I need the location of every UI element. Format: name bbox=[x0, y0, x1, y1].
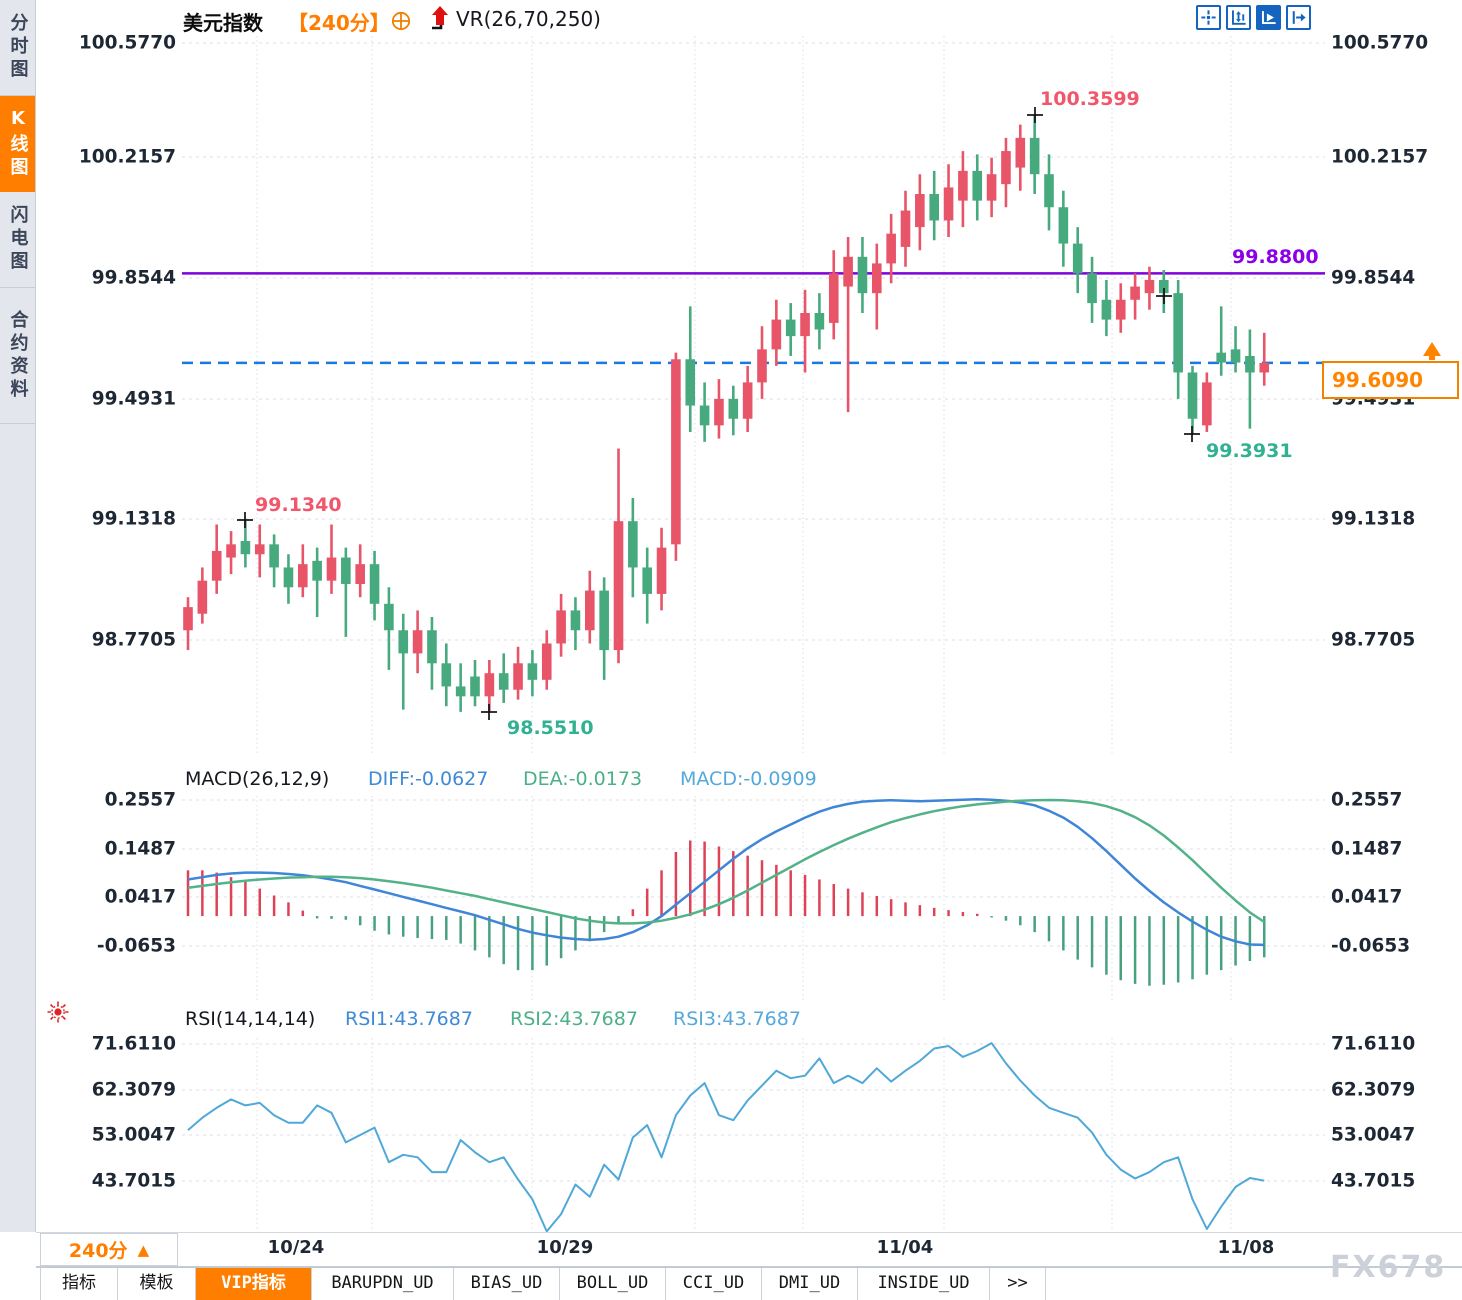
axis-label-left: 71.6110 bbox=[91, 1033, 176, 1055]
tab-INSIDE_UD[interactable]: INSIDE_UD bbox=[858, 1268, 990, 1300]
peak-price-label: 100.3599 bbox=[1040, 88, 1140, 110]
tab-模板[interactable]: 模板 bbox=[118, 1268, 196, 1300]
axis-label-right: 0.1487 bbox=[1331, 838, 1403, 860]
current-price-value: 99.6090 bbox=[1332, 368, 1424, 392]
swing-low-label: 98.5510 bbox=[507, 717, 594, 739]
auto-scroll-icon[interactable] bbox=[1256, 5, 1281, 30]
target-add-icon[interactable] bbox=[390, 10, 412, 32]
axis-label-left: 0.2557 bbox=[104, 789, 176, 811]
axis-label-right: -0.0653 bbox=[1331, 935, 1411, 957]
period-selector[interactable]: 240分 ▲ bbox=[40, 1233, 178, 1266]
axis-label-left: 100.5770 bbox=[78, 32, 176, 54]
tab-VIP指标[interactable]: VIP指标 bbox=[196, 1268, 312, 1300]
axis-label-right: 98.7705 bbox=[1331, 629, 1416, 651]
tab-BOLL_UD[interactable]: BOLL_UD bbox=[560, 1268, 666, 1300]
recent-low-label: 99.3931 bbox=[1206, 440, 1293, 462]
alert-sun-icon[interactable] bbox=[46, 1000, 70, 1024]
rsi1-value: RSI1:43.7687 bbox=[345, 1008, 473, 1030]
chevron-up-icon: ▲ bbox=[137, 1240, 150, 1259]
macd-diff-value: DIFF:-0.0627 bbox=[368, 768, 489, 790]
axis-label-left: 53.0047 bbox=[91, 1124, 176, 1146]
date-label: 10/29 bbox=[536, 1237, 594, 1258]
axis-label-right: 100.2157 bbox=[1331, 146, 1429, 168]
date-label: 10/24 bbox=[267, 1237, 325, 1258]
axis-label-left: 99.4931 bbox=[91, 388, 176, 410]
axis-label-left: 99.1318 bbox=[91, 508, 176, 530]
indicator-tabbar: 指标 模板 VIP指标 BARUPDN_UD BIAS_UD BOLL_UD CCI_UD D… bbox=[36, 1267, 1462, 1300]
chart-toolbar bbox=[1196, 5, 1311, 30]
axis-label-right: 43.7015 bbox=[1331, 1170, 1416, 1192]
tab-指标[interactable]: 指标 bbox=[40, 1268, 118, 1300]
x-axis-row bbox=[36, 1232, 1462, 1267]
axis-label-right: 62.3079 bbox=[1331, 1079, 1416, 1101]
axis-label-right: 0.2557 bbox=[1331, 789, 1403, 811]
current-price-badge: 99.6090 bbox=[1322, 361, 1459, 399]
axis-label-right: 99.1318 bbox=[1331, 508, 1416, 530]
symbol-title: 美元指数 bbox=[183, 11, 263, 35]
axis-label-left: -0.0653 bbox=[96, 935, 176, 957]
left-sidebar: 分时图 K线图 闪电图 合约资料 bbox=[0, 0, 36, 1232]
rsi-params-label: RSI(14,14,14) bbox=[185, 1008, 316, 1030]
watermark: FX678 bbox=[1330, 1250, 1447, 1285]
axis-label-left: 99.8544 bbox=[91, 267, 176, 289]
sidebar-item-tab-flash-chart[interactable]: 闪电图 bbox=[0, 192, 35, 288]
axis-label-right: 0.0417 bbox=[1331, 886, 1403, 908]
indicator-title: VR(26,70,250) bbox=[456, 7, 601, 31]
axis-label-right: 100.5770 bbox=[1331, 32, 1429, 54]
axis-label-left: 0.1487 bbox=[104, 838, 176, 860]
axis-label-left: 0.0417 bbox=[104, 886, 176, 908]
tab-BIAS_UD[interactable]: BIAS_UD bbox=[454, 1268, 560, 1300]
axis-label-left: 98.7705 bbox=[91, 629, 176, 651]
jump-latest-icon[interactable] bbox=[1286, 5, 1311, 30]
candlestick-series bbox=[183, 114, 1270, 713]
sidebar-item-tab-time-chart[interactable]: 分时图 bbox=[0, 0, 35, 96]
tab->>[interactable]: >> bbox=[990, 1268, 1046, 1300]
rsi2-value: RSI2:43.7687 bbox=[510, 1008, 638, 1030]
axis-label-right: 99.8544 bbox=[1331, 267, 1416, 289]
macd-dea-value: DEA:-0.0173 bbox=[523, 768, 643, 790]
axis-label-left: 43.7015 bbox=[91, 1170, 176, 1192]
rsi3-value: RSI3:43.7687 bbox=[673, 1008, 801, 1030]
tab-BARUPDN_UD[interactable]: BARUPDN_UD bbox=[312, 1268, 454, 1300]
macd-params-label: MACD(26,12,9) bbox=[185, 768, 330, 790]
axis-label-left: 62.3079 bbox=[91, 1079, 176, 1101]
tab-CCI_UD[interactable]: CCI_UD bbox=[666, 1268, 762, 1300]
hline-price-label: 99.8800 bbox=[1232, 246, 1319, 268]
pan-icon[interactable] bbox=[1196, 5, 1221, 30]
swing-high-label: 99.1340 bbox=[255, 494, 342, 516]
date-label: 11/08 bbox=[1217, 1237, 1275, 1258]
macd-macd-value: MACD:-0.0909 bbox=[680, 768, 817, 790]
sidebar-item-tab-contract-info[interactable]: 合约资料 bbox=[0, 288, 35, 424]
axis-label-right: 53.0047 bbox=[1331, 1124, 1416, 1146]
tab-DMI_UD[interactable]: DMI_UD bbox=[762, 1268, 858, 1300]
buy-arrow-icon bbox=[432, 6, 448, 30]
sidebar-item-tab-kline-chart[interactable]: K线图 bbox=[0, 96, 35, 192]
period-selector-label: 240分 bbox=[68, 1240, 128, 1262]
axis-label-left: 100.2157 bbox=[78, 146, 176, 168]
date-label: 11/04 bbox=[876, 1237, 934, 1258]
axis-range-icon[interactable] bbox=[1226, 5, 1251, 30]
period-title: 【240分】 bbox=[288, 11, 390, 35]
axis-label-right: 71.6110 bbox=[1331, 1033, 1416, 1055]
